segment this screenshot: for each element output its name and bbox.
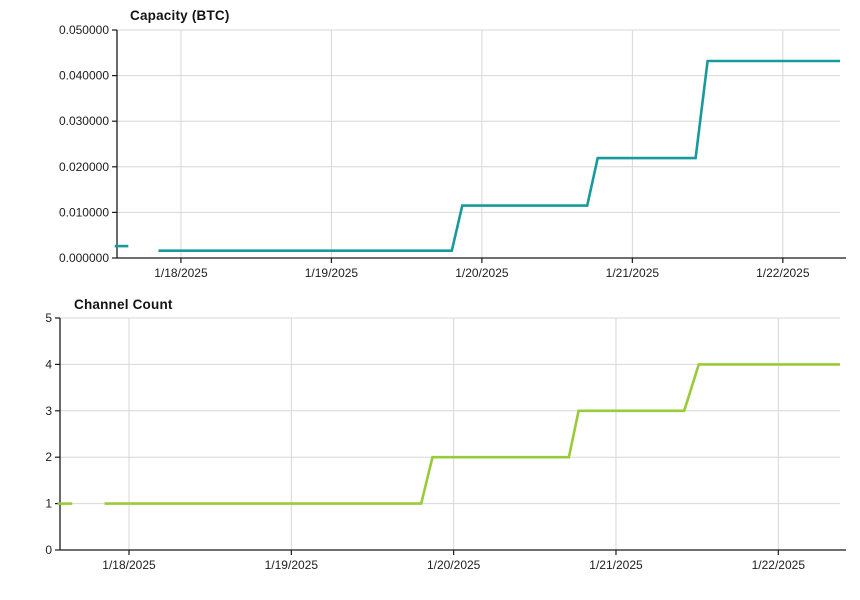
channel-count-chart: 0 1 2 3 4 5 1/18/2025 1/19/2025 1/20/2025 1/21/20…	[45, 311, 846, 572]
y-tick-label: 0	[45, 543, 52, 557]
x-tick-label: 1/21/2025	[606, 266, 660, 280]
capacity-main-line	[158, 59, 840, 252]
y-tick-label: 5	[45, 311, 52, 325]
y-tick-label: 0.020000	[59, 160, 109, 174]
capacity-chart-title: Capacity (BTC)	[130, 8, 230, 23]
x-tick-label: 1/22/2025	[752, 558, 806, 572]
x-tick-label: 1/19/2025	[265, 558, 319, 572]
x-tick-label: 1/20/2025	[455, 266, 509, 280]
x-tick-label: 1/18/2025	[102, 558, 156, 572]
x-tick-label: 1/18/2025	[154, 266, 208, 280]
y-tick-label: 2	[45, 450, 52, 464]
channels-main-line	[104, 363, 840, 505]
y-tick-label: 4	[45, 357, 52, 371]
x-tick-label: 1/20/2025	[427, 558, 481, 572]
y-tick-label: 0.050000	[59, 23, 109, 37]
y-tick-label: 1	[45, 497, 52, 511]
y-tick-label: 0.000000	[59, 251, 109, 265]
x-tick-label: 1/22/2025	[756, 266, 810, 280]
channel-count-chart-title: Channel Count	[74, 297, 173, 312]
y-tick-label: 0.040000	[59, 69, 109, 83]
x-tick-label: 1/19/2025	[305, 266, 359, 280]
capacity-chart: 0.000000 0.010000 0.020000 0.030000 0.040000…	[59, 23, 846, 280]
x-tick-label: 1/21/2025	[589, 558, 643, 572]
y-tick-label: 0.030000	[59, 114, 109, 128]
y-tick-label: 0.010000	[59, 205, 109, 219]
y-tick-label: 3	[45, 404, 52, 418]
